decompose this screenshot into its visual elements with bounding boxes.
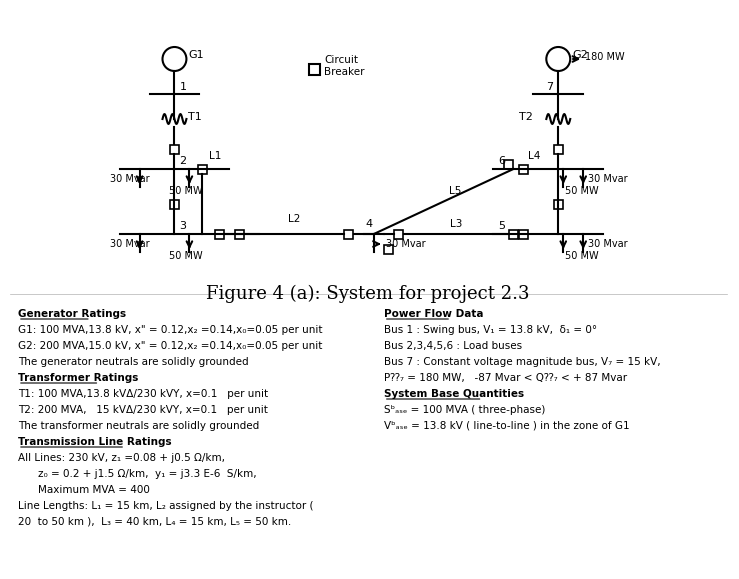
Text: G1: G1 [188,50,204,60]
Text: Sᵇₐₛₑ = 100 MVA ( three-phase): Sᵇₐₛₑ = 100 MVA ( three-phase) [384,405,545,415]
Bar [554,145,563,153]
Text: 30 Mvar: 30 Mvar [588,239,628,249]
Text: 30 Mvar: 30 Mvar [386,239,426,249]
Bar [235,229,244,239]
Text: 50 MW: 50 MW [169,186,203,196]
Text: The transformer neutrals are solidly grounded: The transformer neutrals are solidly gro… [18,421,259,431]
Bar [519,164,528,174]
Text: 3: 3 [180,221,186,231]
Text: z₀ = 0.2 + j1.5 Ω/km,  y₁ = j3.3 E-6  S/km,: z₀ = 0.2 + j1.5 Ω/km, y₁ = j3.3 E-6 S/km… [38,469,256,479]
Text: 5: 5 [499,221,505,231]
Text: T2: T2 [520,112,534,122]
Bar [504,159,513,168]
Text: 30 Mvar: 30 Mvar [109,174,149,184]
Text: 6: 6 [499,156,505,166]
Text: G2: G2 [572,50,588,60]
Text: Transmission Line Ratings: Transmission Line Ratings [18,437,171,447]
Bar [395,229,403,239]
Text: Bus 2,3,4,5,6 : Load buses: Bus 2,3,4,5,6 : Load buses [384,341,522,351]
Text: The generator neutrals are solidly grounded: The generator neutrals are solidly groun… [18,357,248,367]
Text: Line Lengths: L₁ = 15 km, L₂ assigned by the instructor (: Line Lengths: L₁ = 15 km, L₂ assigned by… [18,501,313,511]
Bar [384,244,393,254]
Bar [170,145,179,153]
Text: 50 MW: 50 MW [565,251,599,261]
Text: 180 MW: 180 MW [585,52,624,62]
Text: Vᵇₐₛₑ = 13.8 kV ( line-to-line ) in the zone of G1: Vᵇₐₛₑ = 13.8 kV ( line-to-line ) in the … [384,421,630,431]
Bar [309,64,320,75]
Text: 20  to 50 km ),  L₃ = 40 km, L₄ = 15 km, L₅ = 50 km.: 20 to 50 km ), L₃ = 40 km, L₄ = 15 km, L… [18,517,291,527]
Text: L3: L3 [450,219,463,229]
Text: Circuit
Breaker: Circuit Breaker [324,55,364,77]
Text: L1: L1 [209,151,222,161]
Text: T2: 200 MVA,   15 kVΔ/230 kVY, x=0.1   per unit: T2: 200 MVA, 15 kVΔ/230 kVY, x=0.1 per u… [18,405,268,415]
Text: 2: 2 [180,156,186,166]
Text: Bus 1 : Swing bus, V₁ = 13.8 kV,  δ₁ = 0°: Bus 1 : Swing bus, V₁ = 13.8 kV, δ₁ = 0° [384,325,597,335]
Bar [344,229,353,239]
Bar [170,200,179,208]
Text: 7: 7 [546,82,554,92]
Text: L2: L2 [288,214,300,224]
Text: G2: 200 MVA,15.0 kV, x" = 0.12,x₂ =0.14,x₀=0.05 per unit: G2: 200 MVA,15.0 kV, x" = 0.12,x₂ =0.14,… [18,341,322,351]
Text: 50 MW: 50 MW [169,251,203,261]
Bar [519,229,528,239]
Bar [554,200,563,208]
Text: L4: L4 [528,151,541,161]
Text: P⁇₇ = 180 MW,   -87 Mvar < Q⁇₇ < + 87 Mvar: P⁇₇ = 180 MW, -87 Mvar < Q⁇₇ < + 87 Mvar [384,373,627,383]
Text: Bus 7 : Constant voltage magnitude bus, V₇ = 15 kV,: Bus 7 : Constant voltage magnitude bus, … [384,357,661,367]
Text: Figure 4 (a): System for project 2.3: Figure 4 (a): System for project 2.3 [206,285,530,303]
Text: Power Flow Data: Power Flow Data [384,309,483,319]
Bar [198,164,207,174]
Text: G1: 100 MVA,13.8 kV, x" = 0.12,x₂ =0.14,x₀=0.05 per unit: G1: 100 MVA,13.8 kV, x" = 0.12,x₂ =0.14,… [18,325,322,335]
Text: System Base Quantities: System Base Quantities [384,389,524,399]
Text: T1: 100 MVA,13.8 kVΔ/230 kVY, x=0.1   per unit: T1: 100 MVA,13.8 kVΔ/230 kVY, x=0.1 per … [18,389,268,399]
Text: 30 Mvar: 30 Mvar [109,239,149,249]
Text: 4: 4 [365,219,372,229]
Text: All Lines: 230 kV, z₁ =0.08 + j0.5 Ω/km,: All Lines: 230 kV, z₁ =0.08 + j0.5 Ω/km, [18,453,225,463]
Bar [509,229,518,239]
Text: Generator Ratings: Generator Ratings [18,309,126,319]
Text: L5: L5 [449,186,461,196]
Text: T1: T1 [188,112,202,122]
Bar [215,229,224,239]
Text: Transformer Ratings: Transformer Ratings [18,373,138,383]
Text: Maximum MVA = 400: Maximum MVA = 400 [38,485,150,495]
Text: 30 Mvar: 30 Mvar [588,174,628,184]
Text: 1: 1 [180,82,186,92]
Text: 50 MW: 50 MW [565,186,599,196]
